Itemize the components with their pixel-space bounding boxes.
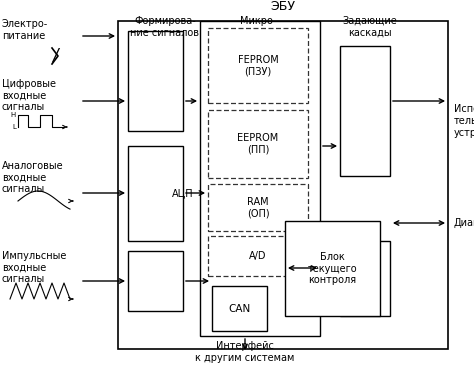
Text: L: L <box>12 124 16 130</box>
Bar <box>285 221 380 316</box>
Bar <box>340 46 390 176</box>
Text: Цифровые
входные
сигналы: Цифровые входные сигналы <box>2 79 56 112</box>
Text: Электро-
питание: Электро- питание <box>2 19 48 40</box>
Bar <box>212 286 267 331</box>
Bar <box>200 21 320 336</box>
Bar <box>128 146 183 241</box>
Bar <box>128 31 183 131</box>
Text: Формирова-
ние сигналов: Формирова- ние сигналов <box>130 16 200 37</box>
Text: RAM
(ОП): RAM (ОП) <box>246 197 269 218</box>
Bar <box>208 184 308 231</box>
Text: Микро-
процессор: Микро- процессор <box>231 16 285 37</box>
Text: АЦП: АЦП <box>172 188 194 198</box>
Bar <box>118 21 448 349</box>
Bar <box>208 110 308 178</box>
Text: Аналоговые
входные
сигналы: Аналоговые входные сигналы <box>2 161 64 194</box>
Text: A/D: A/D <box>249 251 267 261</box>
Text: Диагностика: Диагностика <box>454 218 474 228</box>
Text: EEPROM
(ПП): EEPROM (ПП) <box>237 133 279 155</box>
Text: FEPROM
(ПЗУ): FEPROM (ПЗУ) <box>237 55 278 76</box>
Text: Импульсные
входные
сигналы: Импульсные входные сигналы <box>2 251 66 284</box>
Bar <box>340 241 390 316</box>
Text: H: H <box>11 112 16 118</box>
Bar <box>208 236 308 276</box>
Text: Блок
текущего
контроля: Блок текущего контроля <box>308 252 357 285</box>
Text: Задающие
каскады: Задающие каскады <box>343 16 397 37</box>
Text: ЭБУ: ЭБУ <box>271 0 295 13</box>
Text: /: / <box>52 47 58 65</box>
Bar <box>208 28 308 103</box>
Text: Интерфейс
к другим системам: Интерфейс к другим системам <box>195 341 295 363</box>
Text: CAN: CAN <box>228 303 251 313</box>
Text: Исполни-
тельные
устройства: Исполни- тельные устройства <box>454 104 474 138</box>
Bar <box>128 251 183 311</box>
